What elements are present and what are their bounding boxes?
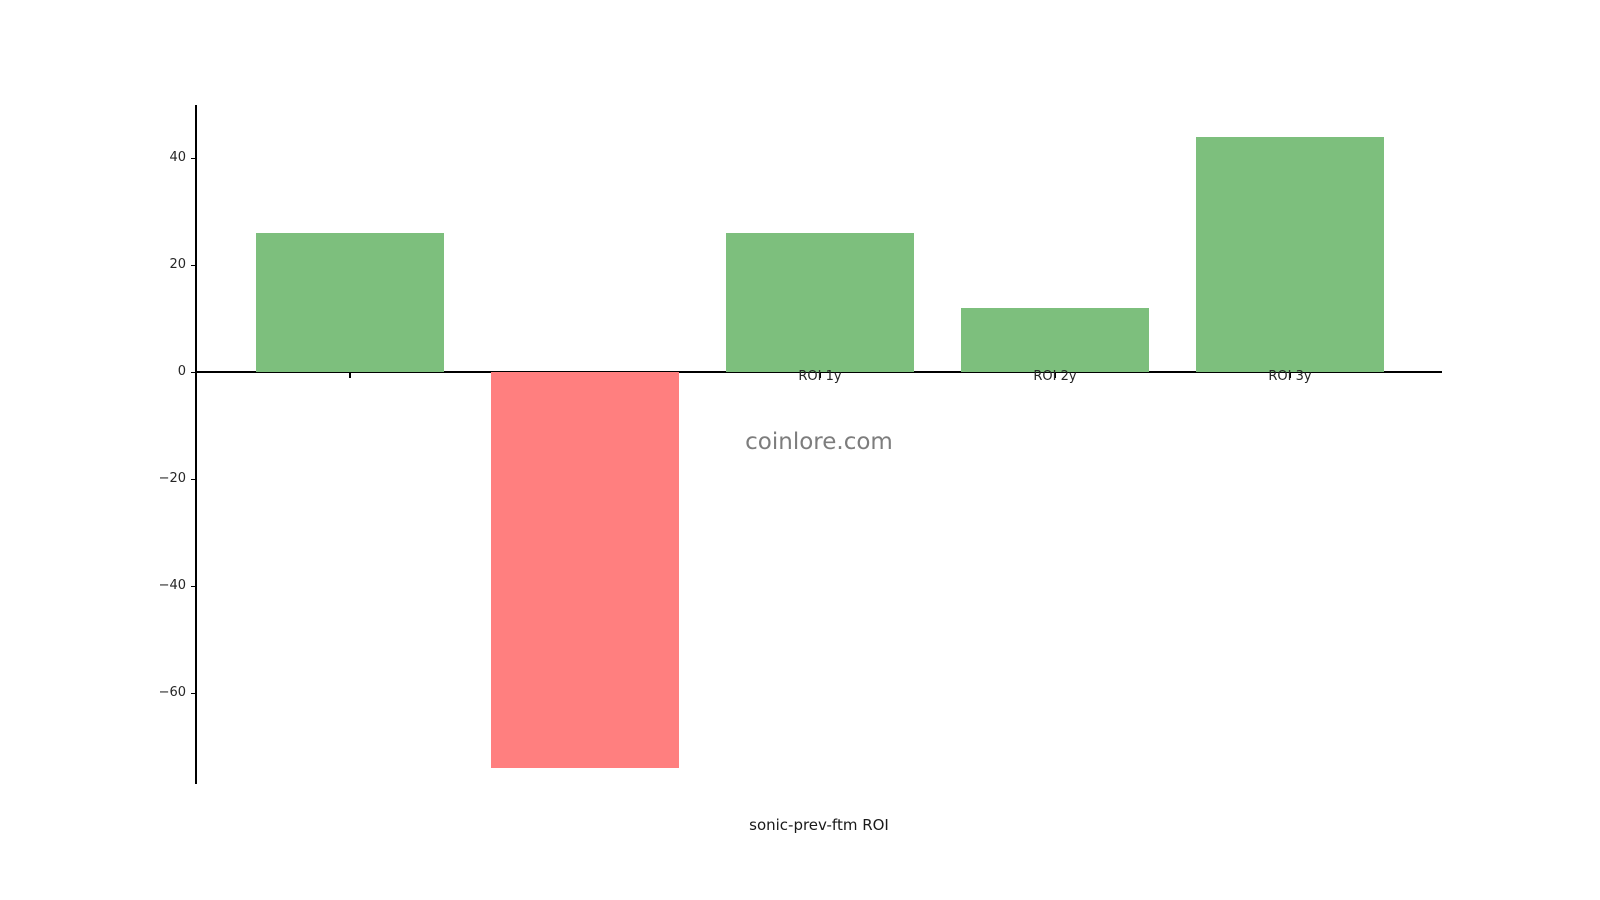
chart-title: sonic-prev-ftm ROI [749, 816, 889, 834]
bar-roi-1y [726, 233, 914, 373]
y-tick-label: −20 [158, 471, 186, 487]
x-tick-mark [1054, 372, 1056, 379]
y-tick-mark [191, 264, 196, 267]
y-tick-label: 0 [177, 364, 186, 380]
bar-1 [256, 233, 444, 373]
y-tick-mark [191, 692, 196, 694]
x-tick-label: ROI 2y [1033, 368, 1077, 384]
x-tick-mark [1289, 372, 1291, 379]
y-tick-mark [191, 371, 196, 374]
x-tick-label: ROI 1y [798, 368, 842, 384]
watermark-text: coinlore.com [745, 429, 893, 455]
bar-2 [491, 372, 679, 768]
x-tick-label: ROI 3y [1268, 368, 1312, 384]
y-axis-line [195, 105, 197, 784]
x-tick-mark [349, 372, 351, 379]
bar-roi-3y [1196, 137, 1384, 373]
bar-roi-2y [961, 308, 1149, 373]
y-tick-mark [191, 157, 196, 160]
y-tick-mark [191, 478, 196, 480]
y-tick-label: −40 [158, 578, 186, 594]
x-tick-mark [819, 372, 821, 379]
y-tick-label: 40 [169, 150, 186, 166]
y-tick-label: 20 [169, 257, 186, 273]
y-tick-mark [191, 585, 196, 587]
y-tick-label: −60 [158, 685, 186, 701]
